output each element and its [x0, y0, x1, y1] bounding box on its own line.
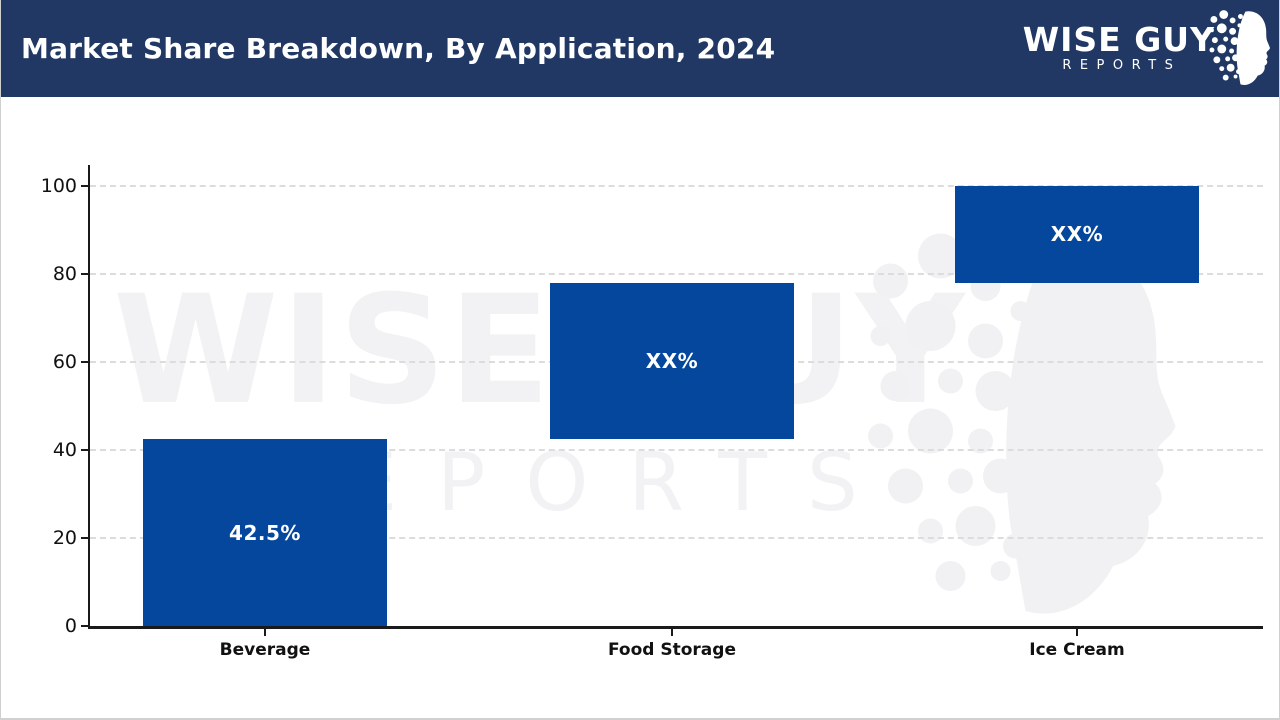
y-tick-mark	[81, 625, 89, 627]
page-title: Market Share Breakdown, By Application, …	[21, 32, 776, 65]
y-tick-mark	[81, 361, 89, 363]
x-axis-line	[88, 626, 1263, 629]
brand-subname: REPORTS	[1062, 58, 1182, 74]
y-tick-label: 60	[52, 351, 77, 373]
brand-name: WISE GUY	[1022, 19, 1215, 59]
bar-beverage: 42.5%	[143, 439, 387, 626]
x-tick-mark	[1076, 629, 1078, 636]
brand-logo-text: WISE GUY REPORTS	[1022, 19, 1215, 74]
brand-face-icon	[1209, 10, 1271, 85]
gridline-y-100	[90, 185, 1263, 187]
bar-value-label: XX%	[645, 348, 699, 373]
y-tick-label: 80	[52, 263, 77, 285]
watermark-face-icon	[868, 233, 1176, 614]
y-tick-label: 0	[64, 615, 77, 637]
bar-food-storage: XX%	[550, 282, 794, 439]
y-tick-mark	[81, 449, 89, 451]
gridline-y-40	[90, 449, 1263, 451]
y-tick-label: 20	[52, 527, 77, 549]
x-category-label: Ice Cream	[1029, 640, 1125, 660]
bar-ice-cream: XX%	[955, 186, 1199, 283]
x-category-label: Food Storage	[608, 640, 736, 660]
x-category-label: Beverage	[219, 640, 311, 660]
x-tick-mark	[671, 629, 673, 636]
y-tick-mark	[81, 185, 89, 187]
gridline-y-80	[90, 273, 1263, 275]
bar-value-label: 42.5%	[229, 520, 301, 545]
y-tick-mark	[81, 537, 89, 539]
gridline-y-20	[90, 537, 1263, 539]
y-tick-label: 40	[52, 439, 77, 461]
bar-value-label: XX%	[1050, 222, 1104, 247]
header: Market Share Breakdown, By Application, …	[1, 0, 1279, 97]
x-tick-mark	[264, 629, 266, 636]
watermark-text: WISE GUY	[113, 264, 967, 438]
y-axis-line	[88, 165, 90, 629]
brand-logo: WISE GUY REPORTS	[1023, 6, 1271, 90]
y-tick-mark	[81, 273, 89, 275]
y-tick-label: 100	[40, 175, 77, 197]
